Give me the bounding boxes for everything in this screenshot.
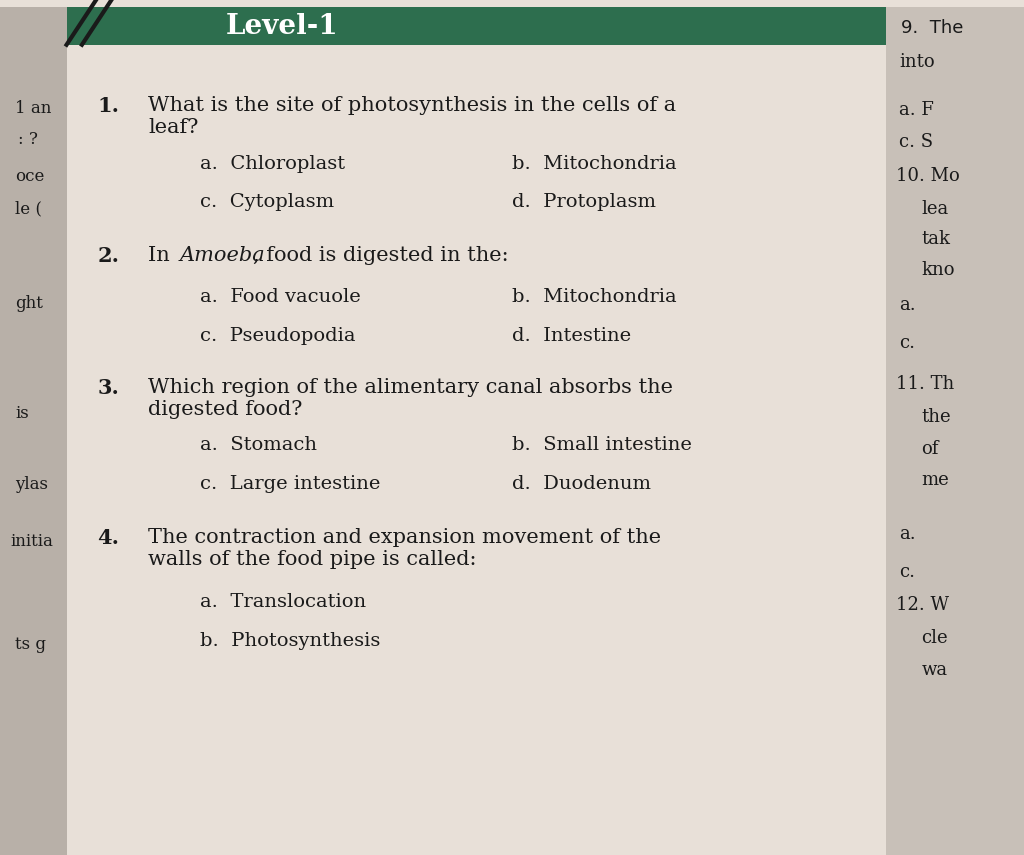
Text: Amoeba: Amoeba [179,246,265,265]
Text: a.  Stomach: a. Stomach [200,436,316,454]
Text: tak: tak [922,230,950,248]
Text: b.  Small intestine: b. Small intestine [512,436,692,454]
Text: cle: cle [922,628,948,646]
Text: b.  Photosynthesis: b. Photosynthesis [200,632,380,650]
Text: b.  Mitochondria: b. Mitochondria [512,288,677,306]
Text: lea: lea [922,199,949,217]
Text: of: of [922,440,939,458]
Text: The contraction and expansion movement of the
walls of the food pipe is called:: The contraction and expansion movement o… [148,528,662,569]
FancyBboxPatch shape [886,7,1024,855]
Text: c.: c. [899,563,915,581]
Text: c.: c. [899,333,915,351]
Text: a.: a. [899,525,915,543]
Text: : ?: : ? [18,132,38,148]
Text: 2.: 2. [97,246,119,266]
Text: Which region of the alimentary canal absorbs the
digested food?: Which region of the alimentary canal abs… [148,378,674,419]
Text: wa: wa [922,661,948,679]
Text: What is the site of photosynthesis in the cells of a
leaf?: What is the site of photosynthesis in th… [148,96,677,137]
Text: me: me [922,471,949,489]
Text: d.  Protoplasm: d. Protoplasm [512,192,656,210]
Text: 10. Mo: 10. Mo [896,168,959,186]
Text: 3.: 3. [97,378,119,398]
Text: , food is digested in the:: , food is digested in the: [253,246,509,265]
Text: a.  Translocation: a. Translocation [200,593,366,611]
Text: b.  Mitochondria: b. Mitochondria [512,155,677,173]
Text: c.  Large intestine: c. Large intestine [200,475,380,493]
Text: 1 an: 1 an [15,100,52,117]
Text: a.: a. [899,296,915,315]
Text: c. S: c. S [899,133,933,151]
FancyBboxPatch shape [67,0,886,44]
Text: d.  Duodenum: d. Duodenum [512,475,651,493]
Text: 9.  The: 9. The [901,19,964,37]
Text: kno: kno [922,261,955,279]
Text: le (: le ( [15,200,42,217]
Text: Level-1: Level-1 [225,13,338,39]
Text: oce: oce [15,168,45,185]
Text: 4.: 4. [97,528,119,548]
Text: d.  Intestine: d. Intestine [512,327,631,345]
Text: is: is [15,405,29,422]
Text: c.  Cytoplasm: c. Cytoplasm [200,192,334,210]
Text: ts g: ts g [15,636,46,653]
Text: ght: ght [15,295,43,312]
Text: a.  Food vacuole: a. Food vacuole [200,288,360,306]
Text: In: In [148,246,177,265]
Text: 12. W: 12. W [896,596,949,614]
FancyBboxPatch shape [0,7,67,855]
Text: initia: initia [10,533,53,550]
Text: the: the [922,408,951,426]
Text: 1.: 1. [97,96,119,115]
Text: into: into [899,53,935,71]
Text: 11. Th: 11. Th [896,375,954,393]
Text: a. F: a. F [899,101,934,119]
Text: ylas: ylas [15,475,48,492]
Text: c.  Pseudopodia: c. Pseudopodia [200,327,355,345]
Text: a.  Chloroplast: a. Chloroplast [200,155,345,173]
